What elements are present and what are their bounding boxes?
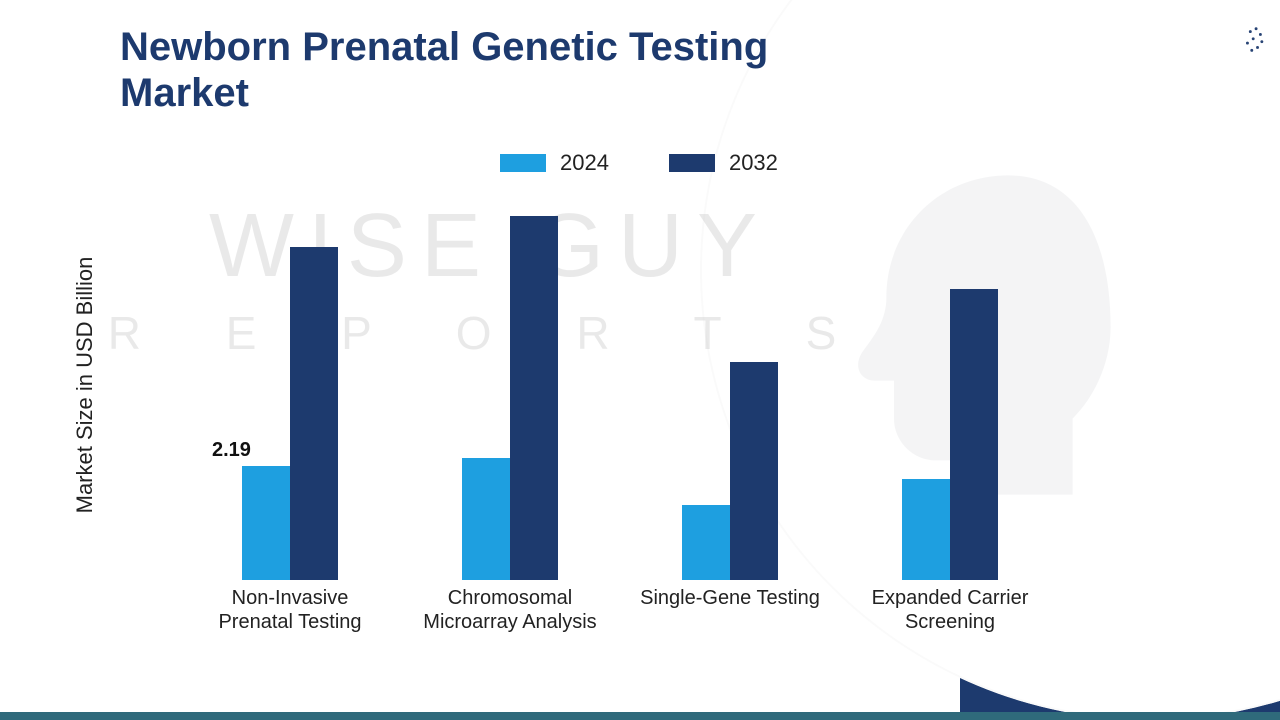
bar-2032 <box>290 247 338 580</box>
legend: 2024 2032 <box>500 150 778 176</box>
x-axis-label: Expanded Carrier Screening <box>855 586 1045 634</box>
bar-2032 <box>510 216 558 580</box>
plot-area: 2.19 <box>150 190 980 580</box>
legend-item-2032: 2032 <box>669 150 778 176</box>
logo-line2: R E P O R T S <box>982 52 1202 68</box>
chart-title: Newborn Prenatal Genetic Testing Market <box>120 24 840 116</box>
x-axis-label: Single-Gene Testing <box>635 586 825 610</box>
bar-2032 <box>730 362 778 580</box>
legend-label-2024: 2024 <box>560 150 609 176</box>
bar-2024 <box>242 466 290 580</box>
bottom-bar <box>0 712 1280 720</box>
bar-2032 <box>950 289 998 580</box>
legend-item-2024: 2024 <box>500 150 609 176</box>
value-label: 2.19 <box>212 439 251 462</box>
bar-2024 <box>682 505 730 580</box>
x-axis-label: Non-Invasive Prenatal Testing <box>195 586 385 634</box>
legend-swatch-2032 <box>669 154 715 172</box>
bar-2024 <box>462 458 510 580</box>
y-axis-label: Market Size in USD Billion <box>72 180 98 590</box>
legend-swatch-2024 <box>500 154 546 172</box>
logo-line1: WISE GUY <box>982 18 1202 50</box>
logo-head-icon <box>1210 10 1280 82</box>
canvas: WISE GUY R E P O R T S Newborn Prenatal … <box>0 0 1280 720</box>
chart: Market Size in USD Billion 2024 2032 2.1… <box>60 150 1000 670</box>
bar-2024 <box>902 479 950 580</box>
brand-logo: WISE GUY R E P O R T S <box>982 18 1202 68</box>
x-axis-label: Chromosomal Microarray Analysis <box>415 586 605 634</box>
legend-label-2032: 2032 <box>729 150 778 176</box>
